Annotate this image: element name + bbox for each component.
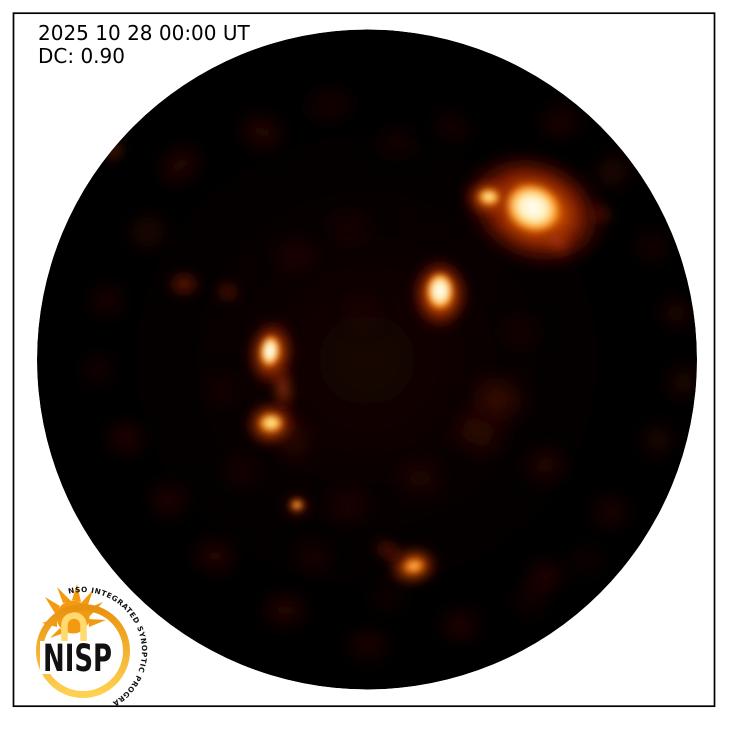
activity-blob [326, 489, 370, 521]
activity-blob [523, 560, 567, 594]
activity-blob [103, 141, 125, 161]
activity-blob [191, 539, 239, 573]
activity-blobs [67, 65, 696, 659]
activity-blob [259, 594, 311, 626]
solar-disk-group [37, 29, 697, 690]
activity-blob [590, 494, 630, 530]
activity-blob [438, 610, 482, 640]
activity-blob [642, 425, 674, 455]
activity-blob [258, 413, 284, 433]
activity-blob [271, 239, 319, 271]
activity-blob [490, 312, 550, 352]
logo-acronym-box [40, 641, 113, 674]
activity-blob [215, 282, 241, 302]
timestamp-label: 2025 10 28 00:00 UT [38, 21, 251, 45]
activity-blob [670, 366, 696, 398]
activity-blob [293, 541, 333, 573]
activity-blob [370, 584, 406, 610]
activity-blob [222, 458, 258, 486]
logo-ring-icon [36, 604, 130, 698]
activity-blob [273, 362, 293, 414]
activity-blob [166, 271, 202, 297]
activity-blob [431, 112, 473, 144]
activity-blob [282, 414, 308, 466]
activity-blob [318, 207, 382, 249]
activity-blob [106, 422, 146, 454]
activity-blob [89, 286, 125, 314]
logo-sun-arch-icon [61, 612, 87, 643]
activity-blob [570, 548, 602, 572]
activity-blob [401, 556, 427, 576]
activity-blob [521, 446, 569, 484]
activity-blob [503, 182, 563, 234]
activity-blob [344, 631, 392, 659]
activity-blob [636, 233, 668, 261]
activity-blob [477, 187, 501, 207]
activity-blob [82, 356, 114, 384]
logo-sun-flames-icon [42, 584, 106, 638]
activity-blob [259, 335, 281, 367]
activity-blob [446, 406, 510, 458]
activity-blob [146, 483, 190, 517]
activity-blob [426, 272, 454, 310]
activity-blob [156, 145, 204, 185]
duty-cycle-label: DC: 0.90 [38, 44, 125, 68]
activity-blob [294, 84, 366, 126]
activity-blob [368, 124, 428, 160]
activity-blob [394, 460, 446, 496]
activity-blob [206, 378, 238, 402]
plot-frame [12, 12, 716, 708]
logo-acronym: NISP [43, 637, 112, 680]
activity-blob [512, 588, 548, 612]
activity-blob [289, 498, 305, 512]
activity-blob [593, 156, 631, 188]
activity-blob [540, 226, 574, 256]
activity-blob [370, 539, 408, 563]
activity-blob [536, 107, 584, 137]
activity-blob [236, 115, 288, 149]
activity-blob [126, 216, 170, 248]
activity-blob [346, 298, 378, 326]
activity-blob [661, 300, 691, 326]
